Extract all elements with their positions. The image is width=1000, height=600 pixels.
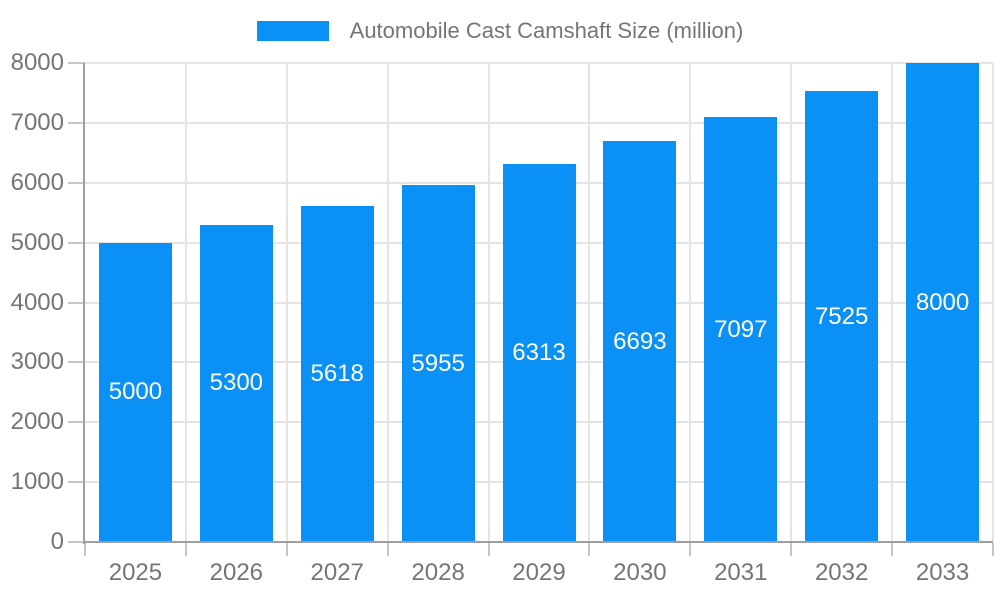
x-axis-tick xyxy=(689,543,692,556)
y-axis-label: 5000 xyxy=(10,228,64,256)
bar-2026[interactable] xyxy=(199,224,273,541)
y-axis-label: 1000 xyxy=(10,468,64,496)
x-gridline xyxy=(285,63,288,542)
bar-2028[interactable] xyxy=(401,185,475,541)
x-axis-label: 2029 xyxy=(512,559,566,586)
y-axis-tick xyxy=(68,421,85,424)
x-axis-label: 2025 xyxy=(108,559,163,586)
y-axis-tick xyxy=(68,121,85,124)
x-axis-label: 2027 xyxy=(310,559,364,586)
x-axis-tick xyxy=(285,543,288,556)
x-axis-line xyxy=(83,541,993,543)
x-axis-tick xyxy=(487,543,490,556)
x-axis-tick xyxy=(588,543,591,556)
legend-label: Automobile Cast Camshaft Size (million) xyxy=(349,18,744,43)
y-gridline xyxy=(85,121,993,124)
y-axis-tick xyxy=(68,241,85,244)
x-axis-label: 2028 xyxy=(411,559,465,586)
x-axis-label: 2031 xyxy=(714,559,768,586)
x-axis-tick xyxy=(84,543,86,556)
x-axis-tick xyxy=(992,543,994,556)
bar-2031[interactable] xyxy=(704,117,778,541)
x-axis-tick xyxy=(891,543,894,556)
x-gridline xyxy=(891,63,894,542)
x-gridline xyxy=(487,63,490,542)
y-axis-tick xyxy=(68,62,85,64)
x-axis-label: 2033 xyxy=(915,559,970,586)
y-axis-label: 6000 xyxy=(10,168,64,196)
y-axis-tick xyxy=(68,181,85,184)
x-axis-tick xyxy=(184,543,187,556)
y-axis-tick xyxy=(68,361,85,364)
y-axis-label: 0 xyxy=(50,528,64,555)
x-axis-tick xyxy=(790,543,793,556)
y-axis-label: 8000 xyxy=(10,49,64,76)
bar-2029[interactable] xyxy=(502,164,576,541)
x-axis-label: 2032 xyxy=(814,559,869,586)
bar-2032[interactable] xyxy=(805,91,879,541)
y-axis-tick xyxy=(68,481,85,484)
y-axis-line xyxy=(83,63,85,544)
x-gridline xyxy=(992,63,994,542)
x-axis-label: 2030 xyxy=(613,559,667,586)
bar-2027[interactable] xyxy=(300,205,374,541)
x-gridline xyxy=(689,63,692,542)
x-axis-tick xyxy=(386,543,389,556)
legend[interactable]: Automobile Cast Camshaft Size (million) xyxy=(0,16,1000,46)
bar-2030[interactable] xyxy=(603,141,677,541)
y-axis-tick xyxy=(68,541,85,543)
x-gridline xyxy=(588,63,591,542)
legend-swatch-icon xyxy=(256,21,329,41)
x-axis-label: 2026 xyxy=(209,559,264,586)
y-axis-label: 3000 xyxy=(10,348,64,376)
y-axis-label: 7000 xyxy=(10,108,64,136)
bar-2033[interactable] xyxy=(906,63,980,541)
y-axis-label: 4000 xyxy=(10,288,64,316)
x-gridline xyxy=(790,63,793,542)
bar-2025[interactable] xyxy=(98,242,172,541)
y-axis-label: 2000 xyxy=(10,408,64,436)
y-gridline xyxy=(85,62,993,64)
y-axis-tick xyxy=(68,301,85,304)
x-gridline xyxy=(184,63,187,542)
x-gridline xyxy=(386,63,389,542)
